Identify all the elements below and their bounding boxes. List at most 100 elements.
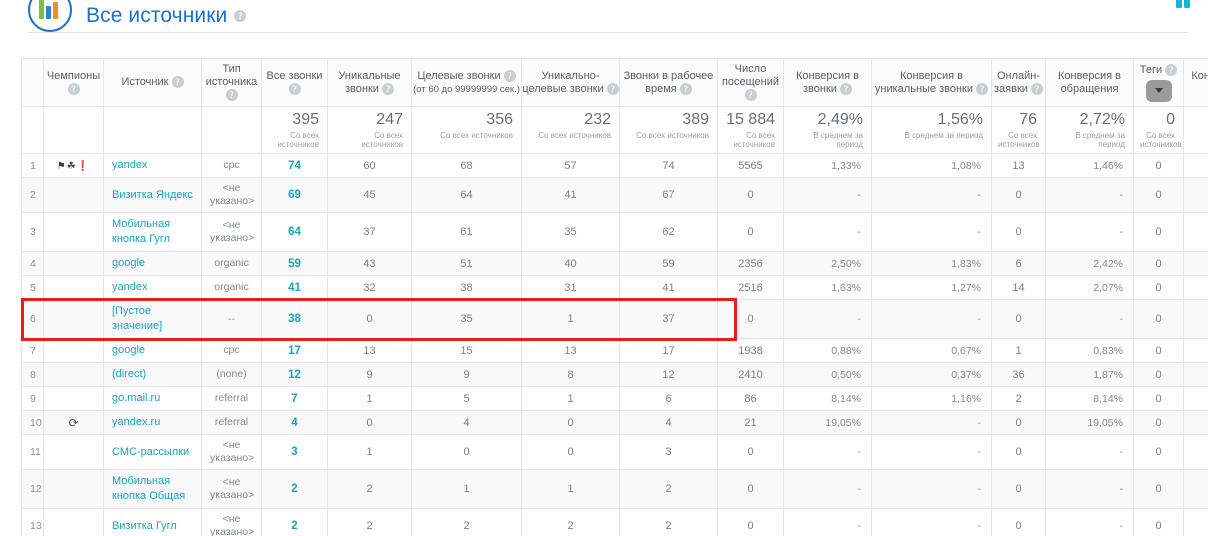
column-header-visits[interactable]: Число посещений ?	[717, 58, 784, 107]
column-header-all_calls[interactable]: Все звонки ?	[261, 58, 328, 107]
source-value[interactable]: google	[112, 257, 146, 269]
table-row[interactable]: 1 ⚑☘❗ yandex cpc 74 60 68 57 74 5565 1,33% 1,08% 13 1…	[21, 153, 1208, 178]
table-row[interactable]: 12 Мобильная кнопка Общая <не указано> 2 2 1 1…	[21, 469, 1208, 509]
source-cell[interactable]: [Пустое значение]	[103, 299, 202, 339]
source-cell[interactable]: Мобильная кнопка Общая	[103, 469, 202, 509]
all-calls-value[interactable]: 59	[288, 257, 301, 270]
column-header-tags[interactable]: Теги ?	[1133, 58, 1184, 107]
column-header-online[interactable]: Онлайн-заявки ?	[991, 58, 1046, 107]
table-row[interactable]: 8 (direct) (none) 12 9 9 8 12 2410 0,50% 0,37% 36 1,…	[21, 362, 1208, 387]
all-calls-cell[interactable]: 4	[261, 410, 328, 435]
all-calls-value[interactable]: 2	[291, 483, 298, 495]
help-icon[interactable]: ?	[679, 82, 692, 95]
source-value[interactable]: yandex	[112, 281, 148, 293]
all-calls-cell[interactable]: 12	[261, 362, 328, 387]
table-row[interactable]: 4 google organic 59 43 51 40 59 2356 2,50% 1,83% 6 2…	[21, 251, 1208, 276]
all-calls-cell[interactable]: 17	[261, 338, 328, 363]
source-value[interactable]: СМС-рассылки	[112, 445, 190, 458]
all-calls-value[interactable]: 12	[288, 368, 301, 381]
all-calls-cell[interactable]: 38	[261, 299, 328, 339]
source-cell[interactable]: yandex	[103, 275, 202, 300]
all-calls-value[interactable]: 7	[291, 392, 298, 405]
all-calls-value[interactable]: 74	[288, 159, 301, 172]
all-calls-value[interactable]: 17	[288, 344, 301, 357]
all-calls-cell[interactable]: 2	[261, 469, 328, 509]
source-cell[interactable]: Визитка Яндекс	[103, 177, 202, 213]
help-icon[interactable]: ?	[67, 82, 80, 95]
source-cell[interactable]: СМС-рассылки	[103, 434, 202, 470]
source-cell[interactable]: yandex.ru	[103, 410, 202, 435]
source-cell[interactable]: google	[103, 251, 202, 276]
table-row[interactable]: 2 Визитка Яндекс <не указано> 69 45 64 41 67 0 - -…	[21, 177, 1208, 213]
column-header-target_calls[interactable]: Целевые звонки ? (от 60 до 99999999 сек.)	[411, 58, 522, 107]
table-row[interactable]: 11 СМС-рассылки <не указано> 3 1 0 0 3 0 - - 0 - 0 -	[21, 434, 1208, 470]
all-calls-cell[interactable]: 74	[261, 153, 328, 178]
help-icon[interactable]: ?	[288, 82, 301, 95]
column-header-work_calls[interactable]: Звонки в рабочее время ?	[619, 58, 718, 107]
table-row[interactable]: 10 ⟳ yandex.ru referral 4 0 4 0 4 21 19,05% - 0 19,05…	[21, 410, 1208, 435]
all-calls-value[interactable]: 4	[291, 416, 298, 429]
all-calls-value[interactable]: 64	[288, 226, 301, 238]
source-value[interactable]: [Пустое значение]	[112, 305, 163, 332]
source-value[interactable]: yandex	[112, 159, 148, 171]
help-icon[interactable]: ?	[225, 89, 238, 102]
all-calls-cell[interactable]: 59	[261, 251, 328, 276]
help-icon[interactable]: ?	[976, 82, 989, 95]
source-value[interactable]: Мобильная кнопка Гугл	[112, 218, 171, 245]
all-calls-value[interactable]: 2	[291, 520, 298, 532]
help-icon[interactable]: ?	[606, 82, 619, 95]
column-header-conv_calls[interactable]: Конверсия в звонки ?	[783, 58, 872, 107]
column-header-uniq_target[interactable]: Уникально-целевые звонки ?	[521, 58, 620, 107]
source-cell[interactable]: google	[103, 338, 202, 363]
source-value[interactable]: (direct)	[112, 368, 147, 380]
help-icon[interactable]: ?	[744, 89, 757, 102]
table-row[interactable]: 7 google cpc 17 13 15 13 17 1938 0,88% 0,67% 1 0,83%…	[21, 338, 1208, 363]
help-icon[interactable]: ?	[171, 76, 184, 89]
source-value[interactable]: Мобильная кнопка Общая	[112, 475, 186, 502]
help-icon[interactable]: ?	[839, 82, 852, 95]
report-table-container[interactable]: Чемпионы ? Источник ? Тип источника ? Все з…	[21, 58, 1208, 536]
all-calls-cell[interactable]: 3	[261, 434, 328, 470]
column-header-champions[interactable]: Чемпионы ?	[43, 58, 104, 107]
source-value[interactable]: Визитка Яндекс	[112, 188, 193, 201]
source-cell[interactable]: Визитка Гугл	[103, 508, 202, 536]
column-header-source_type[interactable]: Тип источника ?	[201, 58, 262, 107]
tags-dropdown-button[interactable]	[1145, 79, 1172, 102]
champion-badges-icon[interactable]: ⚑☘❗	[56, 160, 91, 172]
source-cell[interactable]: Мобильная кнопка Гугл	[103, 212, 202, 252]
sync-icon[interactable]: ⟳	[68, 415, 79, 430]
source-value[interactable]: yandex.ru	[112, 416, 161, 428]
table-row[interactable]: 9 go.mail.ru referral 7 1 5 1 6 86 8,14% 1,16% 2 8,1…	[21, 386, 1208, 411]
all-calls-value[interactable]: 41	[288, 281, 301, 294]
help-icon[interactable]: ?	[381, 82, 394, 95]
all-calls-cell[interactable]: 7	[261, 386, 328, 411]
all-calls-cell[interactable]: 64	[261, 212, 328, 252]
help-icon[interactable]: ?	[503, 69, 516, 82]
column-header-uniq_calls[interactable]: Уникальные звонки ?	[327, 58, 412, 107]
all-calls-cell[interactable]: 2	[261, 508, 328, 536]
source-value[interactable]: go.mail.ru	[112, 392, 161, 404]
source-cell[interactable]: go.mail.ru	[103, 386, 202, 411]
help-icon[interactable]: ?	[234, 10, 247, 22]
all-calls-value[interactable]: 38	[288, 313, 301, 325]
chart-icon[interactable]	[1176, 0, 1192, 8]
column-header-conv_tags[interactable]: Конверсия по тегам	[1183, 58, 1208, 107]
all-calls-value[interactable]: 3	[291, 446, 298, 458]
column-header-conv_uniq[interactable]: Конверсия в уникальные звонки ?	[871, 58, 992, 107]
help-icon[interactable]: ?	[1030, 82, 1043, 95]
source-cell[interactable]: yandex	[103, 153, 202, 178]
source-cell[interactable]: (direct)	[103, 362, 202, 387]
source-value[interactable]: google	[112, 344, 146, 356]
column-header-source[interactable]: Источник ?	[103, 58, 202, 107]
table-row[interactable]: 5 yandex organic 41 32 38 31 41 2516 1,63% 1,27% 14…	[21, 275, 1208, 300]
column-header-idx[interactable]	[21, 58, 44, 107]
table-row[interactable]: 13 Визитка Гугл <не указано> 2 2 2 2 2 0 - - 0 - 0 -	[21, 508, 1208, 536]
column-header-conv_appeal[interactable]: Конверсия в обращения	[1045, 58, 1134, 107]
all-calls-cell[interactable]: 41	[261, 275, 328, 300]
source-value[interactable]: Визитка Гугл	[112, 519, 177, 532]
all-calls-value[interactable]: 69	[288, 189, 301, 201]
all-calls-cell[interactable]: 69	[261, 177, 328, 213]
table-row[interactable]: 3 Мобильная кнопка Гугл <не указано> 64 37 61…	[21, 212, 1208, 252]
help-icon[interactable]: ?	[1165, 63, 1178, 76]
